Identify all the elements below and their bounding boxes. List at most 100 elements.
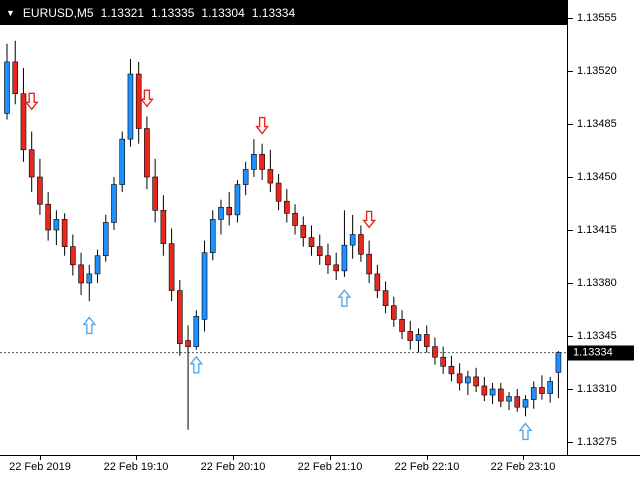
price-axis-tick bbox=[568, 389, 573, 390]
bear-candle-body bbox=[374, 273, 381, 291]
candle bbox=[234, 180, 241, 223]
candle bbox=[160, 195, 167, 256]
buy-arrow-icon[interactable] bbox=[337, 289, 352, 307]
candle bbox=[218, 199, 224, 235]
candle bbox=[333, 252, 340, 280]
bear-candle-body bbox=[391, 305, 397, 320]
bear-candle-body bbox=[168, 243, 175, 291]
candle bbox=[391, 296, 397, 327]
candle bbox=[20, 67, 27, 162]
price-axis-tick bbox=[568, 336, 573, 337]
bear-candle-body bbox=[448, 365, 455, 375]
candlestick-canvas[interactable] bbox=[0, 0, 567, 455]
bull-candle-body bbox=[489, 388, 496, 396]
bear-candle-body bbox=[144, 128, 150, 178]
bear-candle-body bbox=[45, 203, 51, 231]
bear-candle-body bbox=[300, 225, 307, 238]
buy-arrow-icon[interactable] bbox=[189, 355, 204, 374]
bull-candle-body bbox=[349, 234, 356, 246]
time-axis-label: 22 Feb 22:10 bbox=[394, 461, 460, 473]
candle bbox=[111, 177, 117, 230]
candle bbox=[349, 214, 356, 259]
bear-candle-body bbox=[259, 153, 265, 170]
candle bbox=[53, 210, 60, 246]
price-axis-label: 1.13450 bbox=[577, 171, 617, 183]
bear-candle-body bbox=[152, 176, 158, 211]
candle bbox=[78, 252, 84, 296]
bear-candle-body bbox=[473, 376, 479, 387]
candle bbox=[37, 158, 43, 215]
candle bbox=[12, 40, 19, 105]
time-axis-tick bbox=[233, 456, 234, 460]
ohlc-high-value: 1.13335 bbox=[151, 5, 195, 20]
candle bbox=[242, 161, 249, 196]
time-axis[interactable]: 22 Feb 2019 22 Feb 19:10 22 Feb 20:10 22 Fe… bbox=[0, 455, 640, 480]
bull-candle-body bbox=[127, 73, 134, 140]
bear-candle-body bbox=[78, 264, 84, 284]
bear-candle-body bbox=[267, 169, 274, 184]
bull-candle-body bbox=[465, 376, 471, 384]
bull-candle-body bbox=[102, 222, 109, 257]
bear-candle-body bbox=[481, 385, 488, 396]
candle bbox=[70, 234, 76, 276]
candle bbox=[86, 264, 93, 302]
bear-candle-body bbox=[135, 73, 142, 129]
candle bbox=[102, 214, 109, 262]
time-axis-tick bbox=[330, 456, 331, 460]
candle bbox=[456, 363, 463, 391]
candle bbox=[440, 346, 446, 374]
candle bbox=[555, 351, 562, 399]
price-axis-tick bbox=[568, 230, 573, 231]
buy-arrow-icon[interactable] bbox=[518, 422, 533, 441]
bear-candle-body bbox=[399, 319, 405, 332]
bull-candle-body bbox=[522, 399, 529, 408]
time-axis-tick bbox=[136, 456, 137, 460]
bear-candle-body bbox=[325, 255, 331, 266]
candle bbox=[61, 213, 68, 256]
current-price-tag: 1.13334 bbox=[568, 345, 634, 361]
candle bbox=[514, 389, 521, 412]
ohlc-open-value: 1.13321 bbox=[100, 5, 144, 20]
price-axis-tick bbox=[568, 283, 573, 284]
sell-arrow-icon[interactable] bbox=[139, 89, 154, 108]
bull-candle-body bbox=[530, 387, 537, 400]
buy-arrow-icon[interactable] bbox=[82, 316, 97, 335]
candle bbox=[177, 279, 183, 356]
price-axis-line bbox=[567, 0, 568, 455]
bull-candle-body bbox=[506, 396, 512, 402]
bull-candle-body bbox=[4, 61, 10, 114]
symbol-info-bar: ▼ EURUSD,M5 1.13321 1.13335 1.13304 1.13… bbox=[0, 0, 567, 25]
bear-candle-body bbox=[497, 388, 504, 402]
candle bbox=[325, 243, 331, 274]
bear-candle-body bbox=[407, 331, 414, 341]
candle bbox=[135, 61, 142, 144]
candle bbox=[259, 143, 265, 181]
sell-arrow-icon[interactable] bbox=[24, 92, 39, 111]
chart-dropdown-icon[interactable]: ▼ bbox=[6, 7, 15, 18]
bear-candle-body bbox=[61, 219, 68, 247]
bull-candle-body bbox=[415, 334, 422, 341]
bull-candle-body bbox=[94, 255, 101, 275]
chart-plot-area[interactable]: ▼ EURUSD,M5 1.13321 1.13335 1.13304 1.13… bbox=[0, 0, 567, 455]
ohlc-close-value: 1.13334 bbox=[251, 5, 296, 20]
bull-candle-body bbox=[111, 184, 117, 223]
bull-candle-body bbox=[193, 316, 200, 347]
candle bbox=[448, 355, 455, 382]
bull-candle-body bbox=[251, 153, 257, 170]
bull-candle-body bbox=[119, 138, 126, 185]
price-axis-label: 1.13310 bbox=[577, 383, 617, 395]
candle bbox=[382, 281, 389, 314]
bear-candle-body bbox=[382, 290, 389, 307]
bull-candle-body bbox=[242, 169, 249, 185]
bull-candle-body bbox=[53, 219, 60, 231]
sell-arrow-icon[interactable] bbox=[255, 116, 270, 135]
candle bbox=[201, 240, 208, 332]
time-axis-label: 22 Feb 23:10 bbox=[490, 461, 556, 473]
bear-candle-body bbox=[539, 387, 545, 394]
time-axis-label: 22 Feb 21:10 bbox=[297, 461, 363, 473]
sell-arrow-icon[interactable] bbox=[362, 210, 377, 229]
bear-candle-body bbox=[432, 346, 438, 358]
price-axis[interactable]: 1.13334 1.13555 1.13520 1.13485 1.13450 1.13… bbox=[568, 0, 640, 455]
candle bbox=[127, 58, 134, 147]
